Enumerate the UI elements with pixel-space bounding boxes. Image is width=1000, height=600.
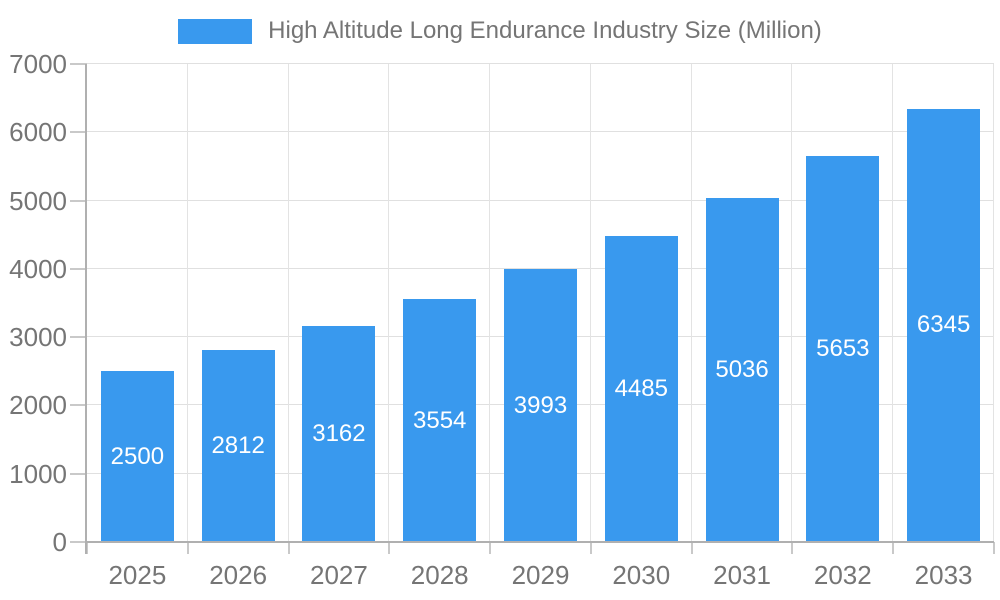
x-axis-label-2025: 2025 — [108, 560, 167, 590]
y-axis-tick-2000 — [70, 404, 87, 407]
x-axis-tick-0 — [86, 542, 88, 554]
bar-2028[interactable] — [403, 299, 477, 542]
gridline-x-2 — [287, 64, 289, 542]
x-axis-label-2026: 2026 — [209, 560, 268, 590]
gridline-y-4000 — [87, 267, 994, 269]
y-axis-tick-4000 — [70, 267, 87, 270]
y-axis-tick-0 — [70, 541, 87, 543]
x-axis-tick-6 — [690, 542, 693, 554]
x-axis-tick-3 — [388, 542, 391, 554]
gridline-x-7 — [791, 64, 793, 542]
x-axis-label-2029: 2029 — [511, 560, 570, 590]
gridline-x-4 — [489, 64, 491, 542]
y-axis-label-1000: 1000 — [9, 458, 67, 489]
y-axis-tick-3000 — [70, 336, 87, 339]
bar-2033[interactable] — [907, 108, 981, 542]
y-axis-tick-7000 — [70, 63, 87, 65]
bar-2031[interactable] — [705, 198, 779, 542]
bar-value-2025: 2500 — [110, 442, 165, 470]
gridline-x-8 — [892, 64, 894, 542]
bar-value-2031: 5036 — [715, 356, 769, 384]
bar-2027[interactable] — [302, 326, 376, 542]
bar-value-2032: 5653 — [816, 334, 870, 362]
x-axis-tick-2 — [287, 542, 290, 554]
gridline-x-6 — [690, 64, 692, 542]
bar-value-2029: 3993 — [513, 391, 568, 419]
gridline-y-6000 — [87, 131, 994, 133]
bar-2026[interactable] — [201, 349, 275, 542]
gridline-x-3 — [388, 64, 390, 542]
legend-item[interactable]: High Altitude Long Endurance Industry Si… — [0, 17, 1000, 45]
y-axis-label-3000: 3000 — [9, 322, 67, 353]
y-axis-line — [85, 64, 87, 554]
x-axis-label-2027: 2027 — [310, 560, 368, 590]
bar-2030[interactable] — [604, 235, 678, 542]
y-axis-label-6000: 6000 — [9, 117, 67, 148]
y-axis-label-0: 0 — [52, 527, 67, 557]
x-axis-label-2032: 2032 — [813, 560, 872, 590]
bar-2025[interactable] — [100, 371, 174, 542]
y-axis-label-4000: 4000 — [9, 253, 67, 284]
gridline-x-1 — [186, 64, 188, 542]
gridline-y-5000 — [87, 199, 994, 201]
gridline-x-9 — [993, 64, 994, 542]
y-axis-label-7000: 7000 — [9, 49, 67, 79]
x-axis-tick-7 — [791, 542, 794, 554]
x-axis-tick-1 — [186, 542, 189, 554]
gridline-y-7000 — [87, 63, 994, 64]
bar-value-2028: 3554 — [413, 406, 467, 434]
bar-value-2030: 4485 — [614, 374, 668, 402]
legend-swatch — [178, 18, 253, 44]
bar-2029[interactable] — [504, 269, 577, 542]
x-axis-tick-9 — [993, 542, 995, 554]
x-axis-tick-5 — [589, 542, 592, 554]
y-axis-label-5000: 5000 — [9, 185, 67, 216]
bar-2032[interactable] — [806, 155, 880, 542]
y-axis-tick-6000 — [70, 131, 87, 134]
x-axis-label-2030: 2030 — [612, 560, 671, 590]
x-axis-label-2028: 2028 — [410, 560, 469, 590]
bar-value-2026: 2812 — [211, 431, 265, 459]
bar-value-2033: 6345 — [916, 311, 971, 339]
y-axis-tick-1000 — [70, 472, 87, 475]
x-axis-tick-4 — [489, 542, 492, 554]
x-axis-tick-8 — [892, 542, 895, 554]
bar-value-2027: 3162 — [312, 420, 366, 448]
x-axis-label-2033: 2033 — [914, 560, 973, 590]
y-axis-label-2000: 2000 — [9, 390, 67, 421]
x-axis-line — [85, 541, 994, 543]
y-axis-tick-5000 — [70, 199, 87, 202]
x-axis-label-2031: 2031 — [713, 560, 771, 590]
legend-label: High Altitude Long Endurance Industry Si… — [268, 17, 822, 44]
gridline-x-5 — [589, 64, 591, 542]
